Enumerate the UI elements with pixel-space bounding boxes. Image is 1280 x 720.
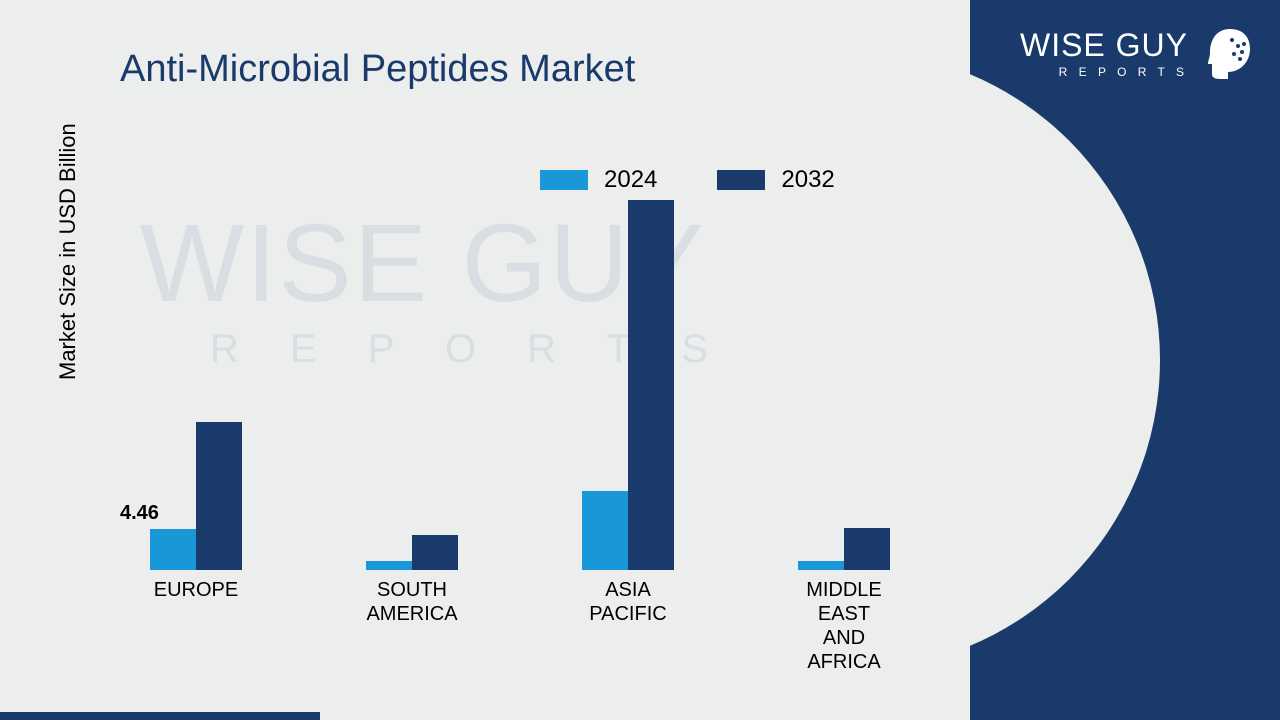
xlabel-0: EUROPE (116, 578, 276, 602)
brand-logo: WISE GUY R E P O R T S (1020, 24, 1260, 84)
value-label-0: 4.46 (120, 502, 159, 525)
bar-2024-0 (150, 529, 196, 570)
legend-swatch-2024 (540, 170, 588, 190)
bar-2024-3 (798, 561, 844, 570)
chart-plot-area: 4.46 (130, 200, 930, 570)
chart-title: Anti-Microbial Peptides Market (120, 48, 635, 91)
bar-group-2 (582, 200, 674, 570)
legend-item-2024: 2024 (540, 166, 657, 194)
y-axis-label: Market Size in USD Billion (55, 123, 81, 380)
bar-group-3 (798, 528, 890, 570)
legend-label-2032: 2032 (781, 166, 834, 194)
bar-2032-1 (412, 535, 458, 570)
legend-label-2024: 2024 (604, 166, 657, 194)
bar-group-1 (366, 535, 458, 570)
bar-2024-2 (582, 491, 628, 570)
legend: 2024 2032 (540, 166, 835, 194)
bottom-accent-bar (0, 712, 320, 720)
logo-head-icon (1200, 24, 1260, 84)
bar-group-0 (150, 422, 242, 570)
legend-item-2032: 2032 (717, 166, 834, 194)
logo-text-top: WISE GUY (1020, 29, 1188, 61)
bar-2032-0 (196, 422, 242, 570)
bar-2032-2 (628, 200, 674, 570)
xlabel-3: MIDDLEEASTANDAFRICA (764, 578, 924, 674)
x-axis-labels: EUROPE SOUTHAMERICA ASIAPACIFIC MIDDLEEA… (130, 578, 930, 698)
logo-text-bottom: R E P O R T S (1020, 65, 1188, 79)
xlabel-2: ASIAPACIFIC (548, 578, 708, 626)
xlabel-1: SOUTHAMERICA (332, 578, 492, 626)
legend-swatch-2032 (717, 170, 765, 190)
bar-2032-3 (844, 528, 890, 570)
bar-2024-1 (366, 561, 412, 570)
